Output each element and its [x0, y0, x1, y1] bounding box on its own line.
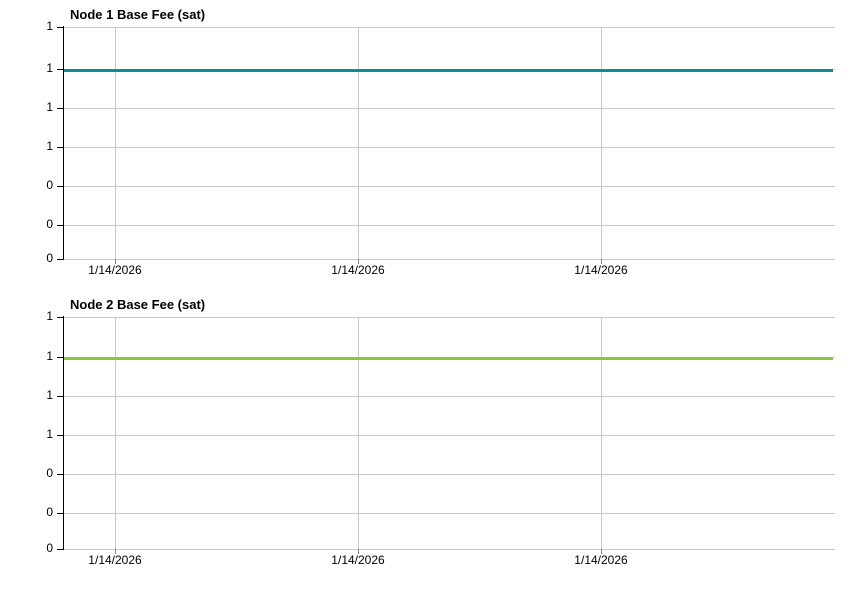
y-axis-tick-label: 1: [46, 61, 53, 75]
y-axis-tick: [57, 259, 64, 261]
series-line: [64, 357, 833, 360]
plot-area: [64, 317, 835, 550]
x-axis-tick-label: 1/14/2026: [88, 553, 142, 567]
y-axis-tick: [57, 147, 64, 149]
x-axis-tick-label: 1/14/2026: [574, 263, 628, 277]
x-axis-tick: [358, 259, 359, 264]
y-axis-tick-label: 0: [46, 541, 53, 555]
gridline-horizontal: [64, 186, 835, 187]
x-axis-tick: [601, 549, 602, 554]
y-axis-tick: [57, 549, 64, 551]
x-axis-tick: [115, 259, 116, 264]
gridline-vertical: [115, 27, 116, 259]
y-axis-tick-label: 0: [46, 466, 53, 480]
y-axis-tick-label: 0: [46, 251, 53, 265]
gridline-horizontal: [64, 259, 835, 260]
gridline-vertical: [601, 317, 602, 549]
y-axis-tick: [57, 513, 64, 515]
y-axis-tick-label: 1: [46, 388, 53, 402]
gridline-horizontal: [64, 513, 835, 514]
y-axis-tick-label: 1: [46, 349, 53, 363]
y-axis-tick: [57, 435, 64, 437]
x-axis-tick-label: 1/14/2026: [331, 263, 385, 277]
y-axis-tick: [57, 474, 64, 476]
gridline-horizontal: [64, 225, 835, 226]
y-axis-tick-label: 1: [46, 309, 53, 323]
x-axis-tick-label: 1/14/2026: [574, 553, 628, 567]
y-axis-line: [63, 316, 65, 550]
chart-title: Node 2 Base Fee (sat): [70, 297, 206, 312]
gridline-horizontal: [64, 435, 835, 436]
plot-area: [64, 27, 835, 260]
y-axis-tick: [57, 357, 64, 359]
y-axis-tick-label: 1: [46, 139, 53, 153]
x-axis-tick: [601, 259, 602, 264]
x-axis-tick-label: 1/14/2026: [331, 553, 385, 567]
y-axis-tick: [57, 186, 64, 188]
chart-panel-node-2: Node 2 Base Fee (sat) 1 1 1 1 0 0 0 1/14/2026 1…: [0, 290, 860, 580]
gridline-horizontal: [64, 108, 835, 109]
gridline-horizontal: [64, 27, 835, 28]
series-line: [64, 69, 833, 72]
y-axis-tick-label: 1: [46, 100, 53, 114]
x-axis-tick: [115, 549, 116, 554]
gridline-vertical: [358, 317, 359, 549]
y-axis-tick-label: 0: [46, 505, 53, 519]
y-axis-tick-label: 0: [46, 178, 53, 192]
y-axis-tick: [57, 27, 64, 29]
y-axis-tick: [57, 225, 64, 227]
chart-panel-node-1: Node 1 Base Fee (sat) 1 1 1 1 0 0 0 1/14/2026 1…: [0, 0, 860, 290]
y-axis-tick: [57, 108, 64, 110]
y-axis-tick-label: 1: [46, 427, 53, 441]
gridline-vertical: [115, 317, 116, 549]
y-axis-tick-label: 1: [46, 19, 53, 33]
gridline-horizontal: [64, 317, 835, 318]
y-axis-tick: [57, 317, 64, 319]
gridline-horizontal: [64, 474, 835, 475]
gridline-horizontal: [64, 549, 835, 550]
gridline-horizontal: [64, 147, 835, 148]
y-axis-line: [63, 26, 65, 260]
y-axis-tick: [57, 69, 64, 71]
x-axis-tick-label: 1/14/2026: [88, 263, 142, 277]
x-axis-tick: [358, 549, 359, 554]
chart-title: Node 1 Base Fee (sat): [70, 7, 206, 22]
gridline-vertical: [601, 27, 602, 259]
y-axis-tick-label: 0: [46, 217, 53, 231]
gridline-vertical: [358, 27, 359, 259]
y-axis-tick: [57, 396, 64, 398]
gridline-horizontal: [64, 396, 835, 397]
